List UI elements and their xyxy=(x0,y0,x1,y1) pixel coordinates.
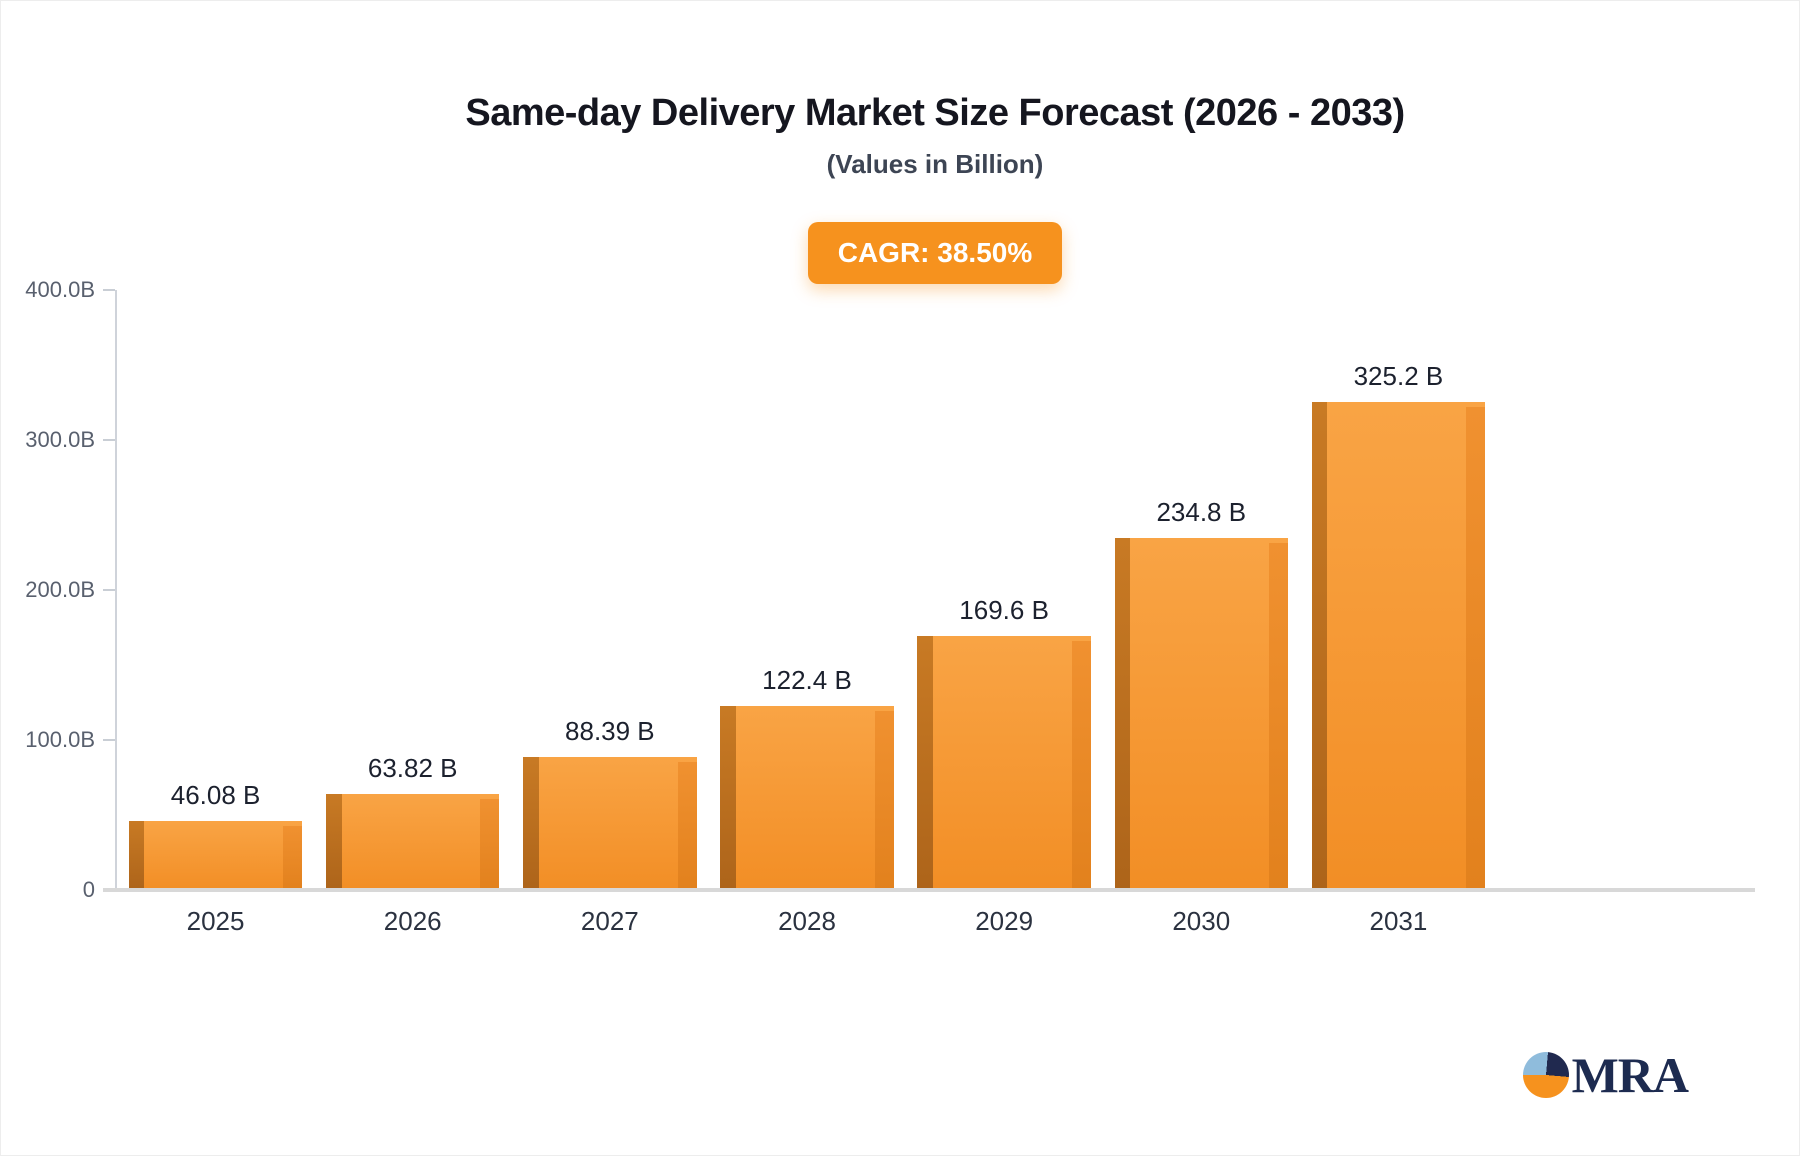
bar-slot: 169.6 B xyxy=(906,290,1103,891)
bar-2027[interactable]: 88.39 B xyxy=(523,716,698,890)
bar-value-label: 88.39 B xyxy=(565,716,655,747)
x-axis-label-2027: 2027 xyxy=(580,906,639,936)
brand-logo: MRA xyxy=(1522,1047,1689,1103)
x-axis-label-2025: 2025 xyxy=(186,906,245,936)
bar-2026[interactable]: 63.82 B xyxy=(325,753,500,890)
x-axis-label-2028: 2028 xyxy=(778,906,836,936)
chart-header: Same-day Delivery Market Size Forecast (… xyxy=(115,92,1755,284)
y-axis-label: 300.0B xyxy=(25,427,95,452)
y-axis-label: 100.0B xyxy=(25,727,95,752)
y-axis-label: 0 xyxy=(82,877,95,902)
bar-slot: 88.39 B xyxy=(511,290,708,890)
plot-area: 0 100.0B 200.0B 300.0B 400.0B 46.08 B 63.82 B… xyxy=(25,277,1755,936)
bar-value-label: 234.8 B xyxy=(1156,496,1247,527)
y-axis-tick xyxy=(103,439,115,441)
bar-value-label: 325.2 B xyxy=(1353,361,1444,392)
x-axis-label-2029: 2029 xyxy=(975,906,1034,936)
y-axis-tick xyxy=(103,739,115,741)
x-axis-label-2026: 2026 xyxy=(383,906,442,936)
x-axis-line xyxy=(103,888,1755,892)
bar-value-label: 169.6 B xyxy=(959,594,1049,625)
x-axis-label-2031: 2031 xyxy=(1369,906,1428,936)
bar-2025[interactable]: 46.08 B xyxy=(128,780,303,891)
y-axis-label: 400.0B xyxy=(25,277,95,302)
chart-title: Same-day Delivery Market Size Forecast (… xyxy=(465,92,1405,134)
x-axis-labels: 2025 2026 2027 2028 2029 2030 2031 xyxy=(117,906,1497,937)
bars-row: 46.08 B 63.82 B 88.39 B 122.4 B 169.6 B 234.8… xyxy=(117,290,1497,891)
x-axis-label-2030: 2030 xyxy=(1172,906,1231,936)
bar-slot: 46.08 B xyxy=(117,290,314,891)
chart-subtitle: (Values in Billion) xyxy=(826,149,1044,179)
bar-slot: 234.8 B xyxy=(1103,290,1300,891)
y-axis-tick xyxy=(103,589,115,591)
bar-2031[interactable]: 325.2 B xyxy=(1311,361,1486,890)
bar-slot: 63.82 B xyxy=(314,290,511,890)
cagr-badge: CAGR: 38.50% xyxy=(807,222,1063,284)
logo-text: MRA xyxy=(1571,1047,1689,1103)
bar-2030[interactable]: 234.8 B xyxy=(1114,497,1289,891)
bar-value-label: 63.82 B xyxy=(367,753,458,784)
y-axis-label: 200.0B xyxy=(25,577,95,602)
bar-2028[interactable]: 122.4 B xyxy=(720,665,895,890)
bar-value-label: 46.08 B xyxy=(170,779,261,810)
bar-2029[interactable]: 169.6 B xyxy=(917,595,1092,891)
pie-logo-icon xyxy=(1522,1052,1569,1098)
y-axis-tick xyxy=(103,289,115,291)
bar-value-label: 122.4 B xyxy=(762,665,852,696)
bar-slot: 122.4 B xyxy=(708,290,905,890)
bar-slot: 325.2 B xyxy=(1300,290,1497,890)
